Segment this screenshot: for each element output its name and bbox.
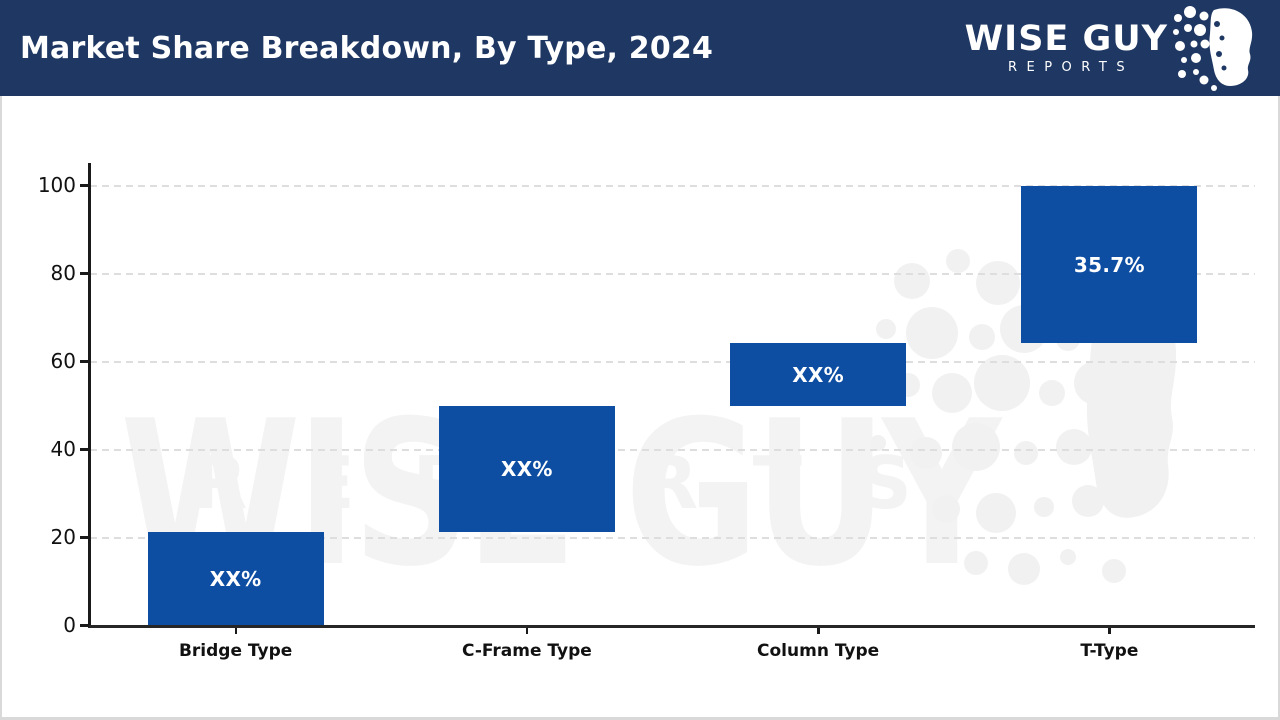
logo-subtitle: REPORTS xyxy=(1007,60,1135,75)
y-tick-label-20: 20 xyxy=(50,525,76,549)
y-tick-mark-60 xyxy=(80,360,89,363)
header-bar: Market Share Breakdown, By Type, 2024 WI… xyxy=(0,0,1280,96)
bar-t-type: 35.7% xyxy=(1021,186,1198,344)
y-tick-mark-0 xyxy=(80,624,89,627)
y-tick-mark-20 xyxy=(80,536,89,539)
chart-title: Market Share Breakdown, By Type, 2024 xyxy=(20,30,714,66)
bar-value-label: 35.7% xyxy=(1073,252,1145,277)
plot-area: XX% XX% XX% 35.7% xyxy=(90,185,1255,626)
x-category-label-4: T-Type xyxy=(1080,641,1139,661)
y-tick-mark-100 xyxy=(80,184,89,187)
x-category-label-3: Column Type xyxy=(757,641,880,661)
gridline-y100 xyxy=(90,185,1255,187)
gridline-y60 xyxy=(90,361,1255,363)
x-tick-mark-3 xyxy=(817,628,820,634)
x-category-label-1: Bridge Type xyxy=(178,641,293,661)
x-tick-mark-2 xyxy=(525,628,529,634)
bar-c-frame-type: XX% xyxy=(438,406,615,532)
wiseguy-logo: WISE GUY REPORTS xyxy=(965,4,1256,92)
x-axis-spine xyxy=(88,625,1255,628)
x-category-label-2: C-Frame Type xyxy=(461,641,592,661)
x-tick-mark-1 xyxy=(234,628,238,634)
y-axis-spine xyxy=(88,163,91,626)
bar-value-label: XX% xyxy=(792,362,845,387)
y-tick-label-80: 80 xyxy=(50,261,76,285)
y-tick-mark-40 xyxy=(80,448,89,451)
y-tick-label-0: 0 xyxy=(63,613,76,637)
bar-value-label: XX% xyxy=(209,566,262,591)
gridline-y20 xyxy=(90,537,1255,539)
logo-head-dots-icon xyxy=(1173,6,1253,91)
y-tick-label-40: 40 xyxy=(50,437,76,461)
gridline-y40 xyxy=(90,449,1255,451)
logo-wordmark: WISE GUY xyxy=(964,19,1168,59)
bar-column-type: XX% xyxy=(730,343,907,406)
y-tick-mark-80 xyxy=(80,272,89,275)
y-tick-label-60: 60 xyxy=(50,349,76,373)
bar-value-label: XX% xyxy=(500,456,553,481)
waterfall-chart: WISE GUY REPORTS XX%XX%XX%35 xyxy=(2,96,1278,717)
y-tick-label-100: 100 xyxy=(37,173,76,197)
bar-bridge-type: XX% xyxy=(147,531,324,626)
gridline-y80 xyxy=(90,273,1255,275)
x-tick-mark-4 xyxy=(1108,628,1111,634)
